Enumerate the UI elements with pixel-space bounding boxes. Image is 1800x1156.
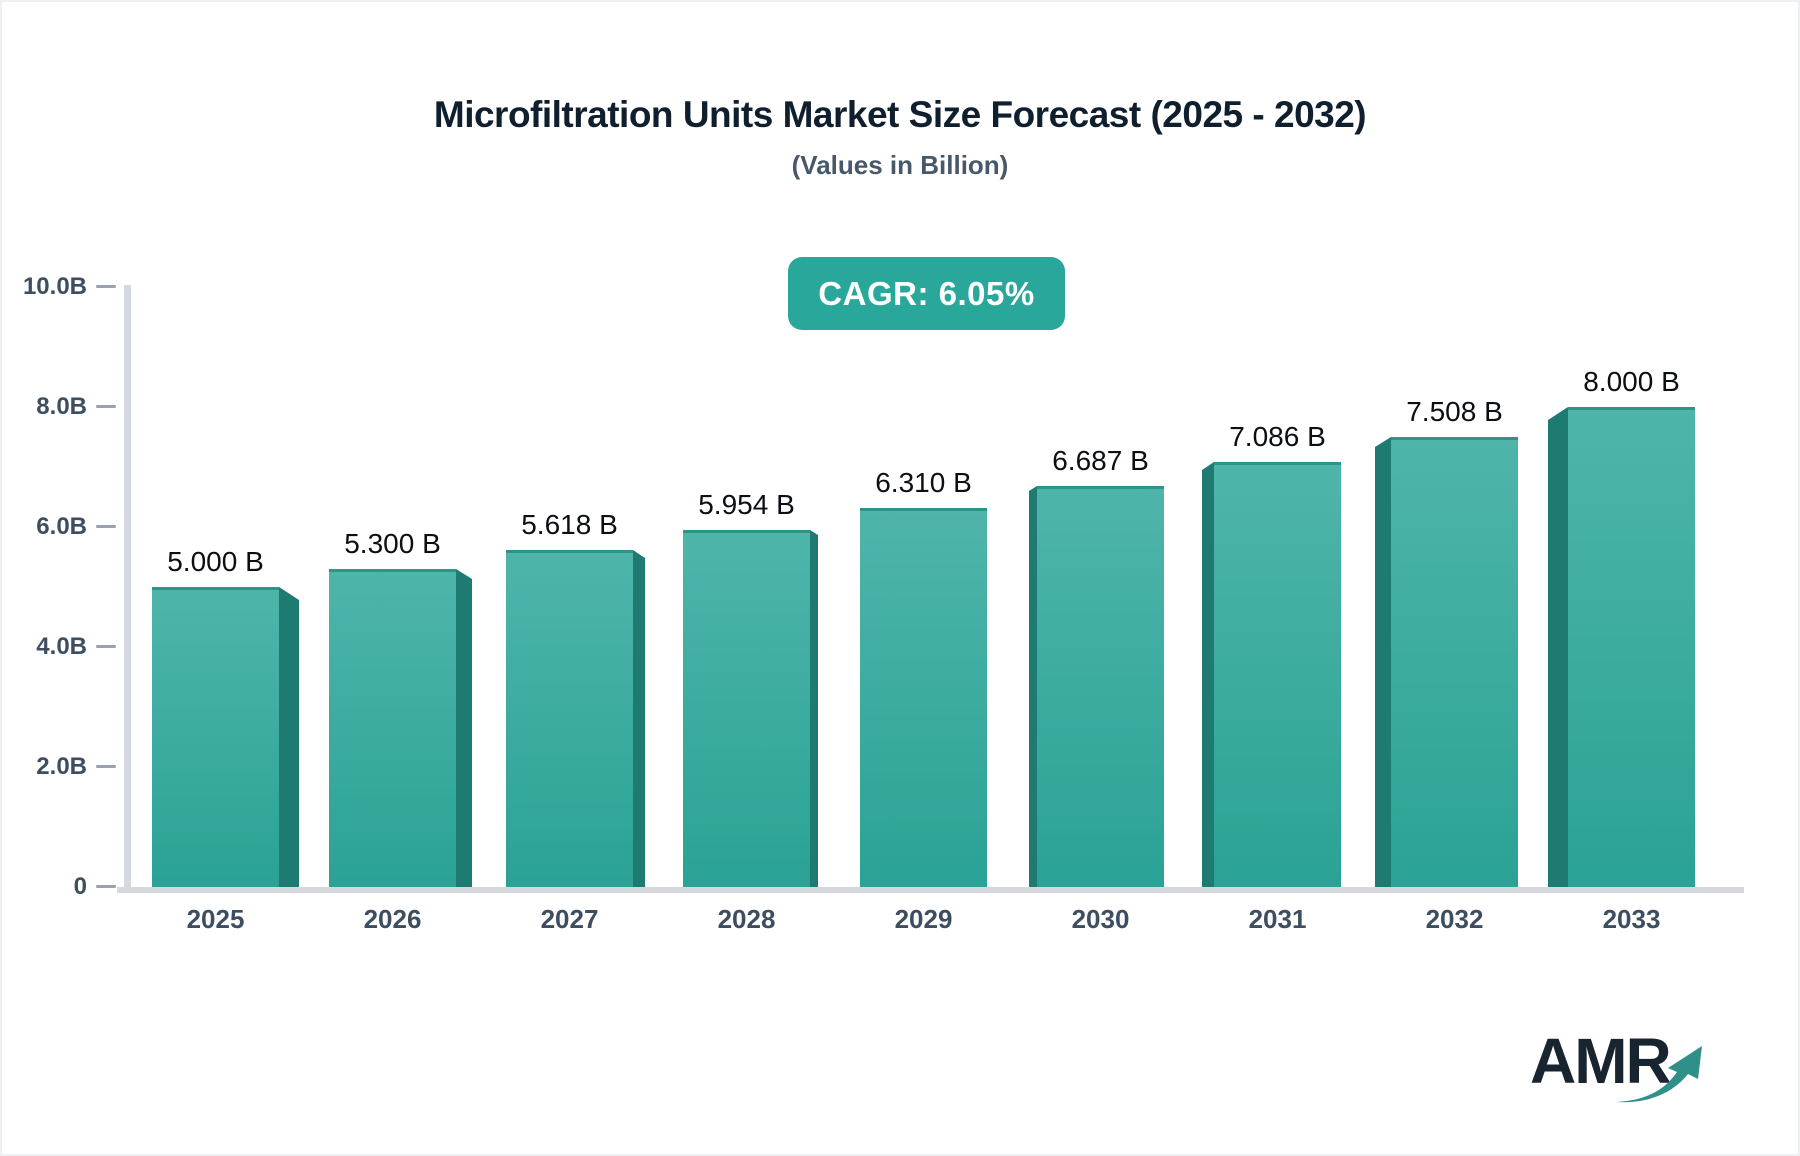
y-tick-label: 8.0B — [36, 393, 87, 420]
x-axis-label: 2028 — [717, 904, 776, 934]
bar-2033-side — [1548, 407, 1568, 887]
bar-2028-face — [683, 530, 810, 887]
bar-2033-face — [1568, 407, 1695, 887]
bar-2028-side — [810, 530, 818, 887]
bar-2030-side — [1029, 486, 1037, 887]
chart-subtitle: (Values in Billion) — [791, 150, 1009, 180]
bar-2029-face — [860, 508, 987, 887]
bar-value-label: 8.000 B — [1583, 366, 1680, 397]
x-axis-label: 2032 — [1425, 904, 1484, 934]
cagr-badge: CAGR: 6.05% — [788, 257, 1065, 330]
bar-value-label: 6.310 B — [875, 467, 972, 498]
bar-2032-side — [1375, 437, 1391, 887]
bar-2027-face — [506, 550, 633, 887]
bar-2027-side — [633, 550, 645, 887]
x-axis-label: 2029 — [894, 904, 953, 934]
bar-2031-side — [1202, 462, 1214, 887]
bar-value-label: 6.687 B — [1052, 445, 1149, 476]
bar-value-label: 7.508 B — [1406, 396, 1503, 427]
y-tick-label: 4.0B — [36, 633, 87, 660]
bar-value-label: 7.086 B — [1229, 421, 1326, 452]
y-axis-line — [124, 285, 131, 893]
bar-2025-side — [279, 587, 299, 887]
chart-title: Microfiltration Units Market Size Foreca… — [433, 94, 1367, 135]
bar-2032-face — [1391, 437, 1518, 887]
amr-logo-text: AMR — [1530, 1025, 1672, 1097]
bar-2026-side — [456, 569, 472, 887]
growth-arrow-icon — [1616, 1046, 1702, 1103]
x-axis-label: 2033 — [1602, 904, 1661, 934]
cagr-badge-label: CAGR: 6.05% — [818, 274, 1035, 312]
x-axis-label: 2030 — [1071, 904, 1130, 934]
y-tick-label: 6.0B — [36, 513, 87, 540]
bar-2031-face — [1214, 462, 1341, 887]
y-tick-dash — [96, 405, 116, 408]
x-axis-line — [117, 887, 1744, 893]
bar-2030-face — [1037, 486, 1164, 887]
bar-2025-face — [152, 587, 279, 887]
y-tick-dash — [96, 885, 116, 888]
y-tick-label: 0 — [73, 873, 87, 900]
x-axis-label: 2026 — [363, 904, 422, 934]
bar-2026-face — [329, 569, 456, 887]
y-tick-dash — [96, 765, 116, 768]
y-tick-dash — [96, 525, 116, 528]
x-axis-label: 2025 — [186, 904, 245, 934]
y-tick-dash — [96, 285, 116, 288]
x-axis-label: 2027 — [540, 904, 599, 934]
amr-logo: AMR — [1530, 1025, 1720, 1114]
bar-value-label: 5.000 B — [167, 546, 264, 577]
y-tick-label: 10.0B — [22, 273, 87, 300]
y-tick-label: 2.0B — [36, 753, 87, 780]
bar-value-label: 5.618 B — [521, 509, 618, 540]
y-tick-dash — [96, 645, 116, 648]
x-axis-label: 2031 — [1248, 904, 1307, 934]
bar-value-label: 5.954 B — [698, 489, 795, 520]
bar-value-label: 5.300 B — [344, 528, 441, 559]
